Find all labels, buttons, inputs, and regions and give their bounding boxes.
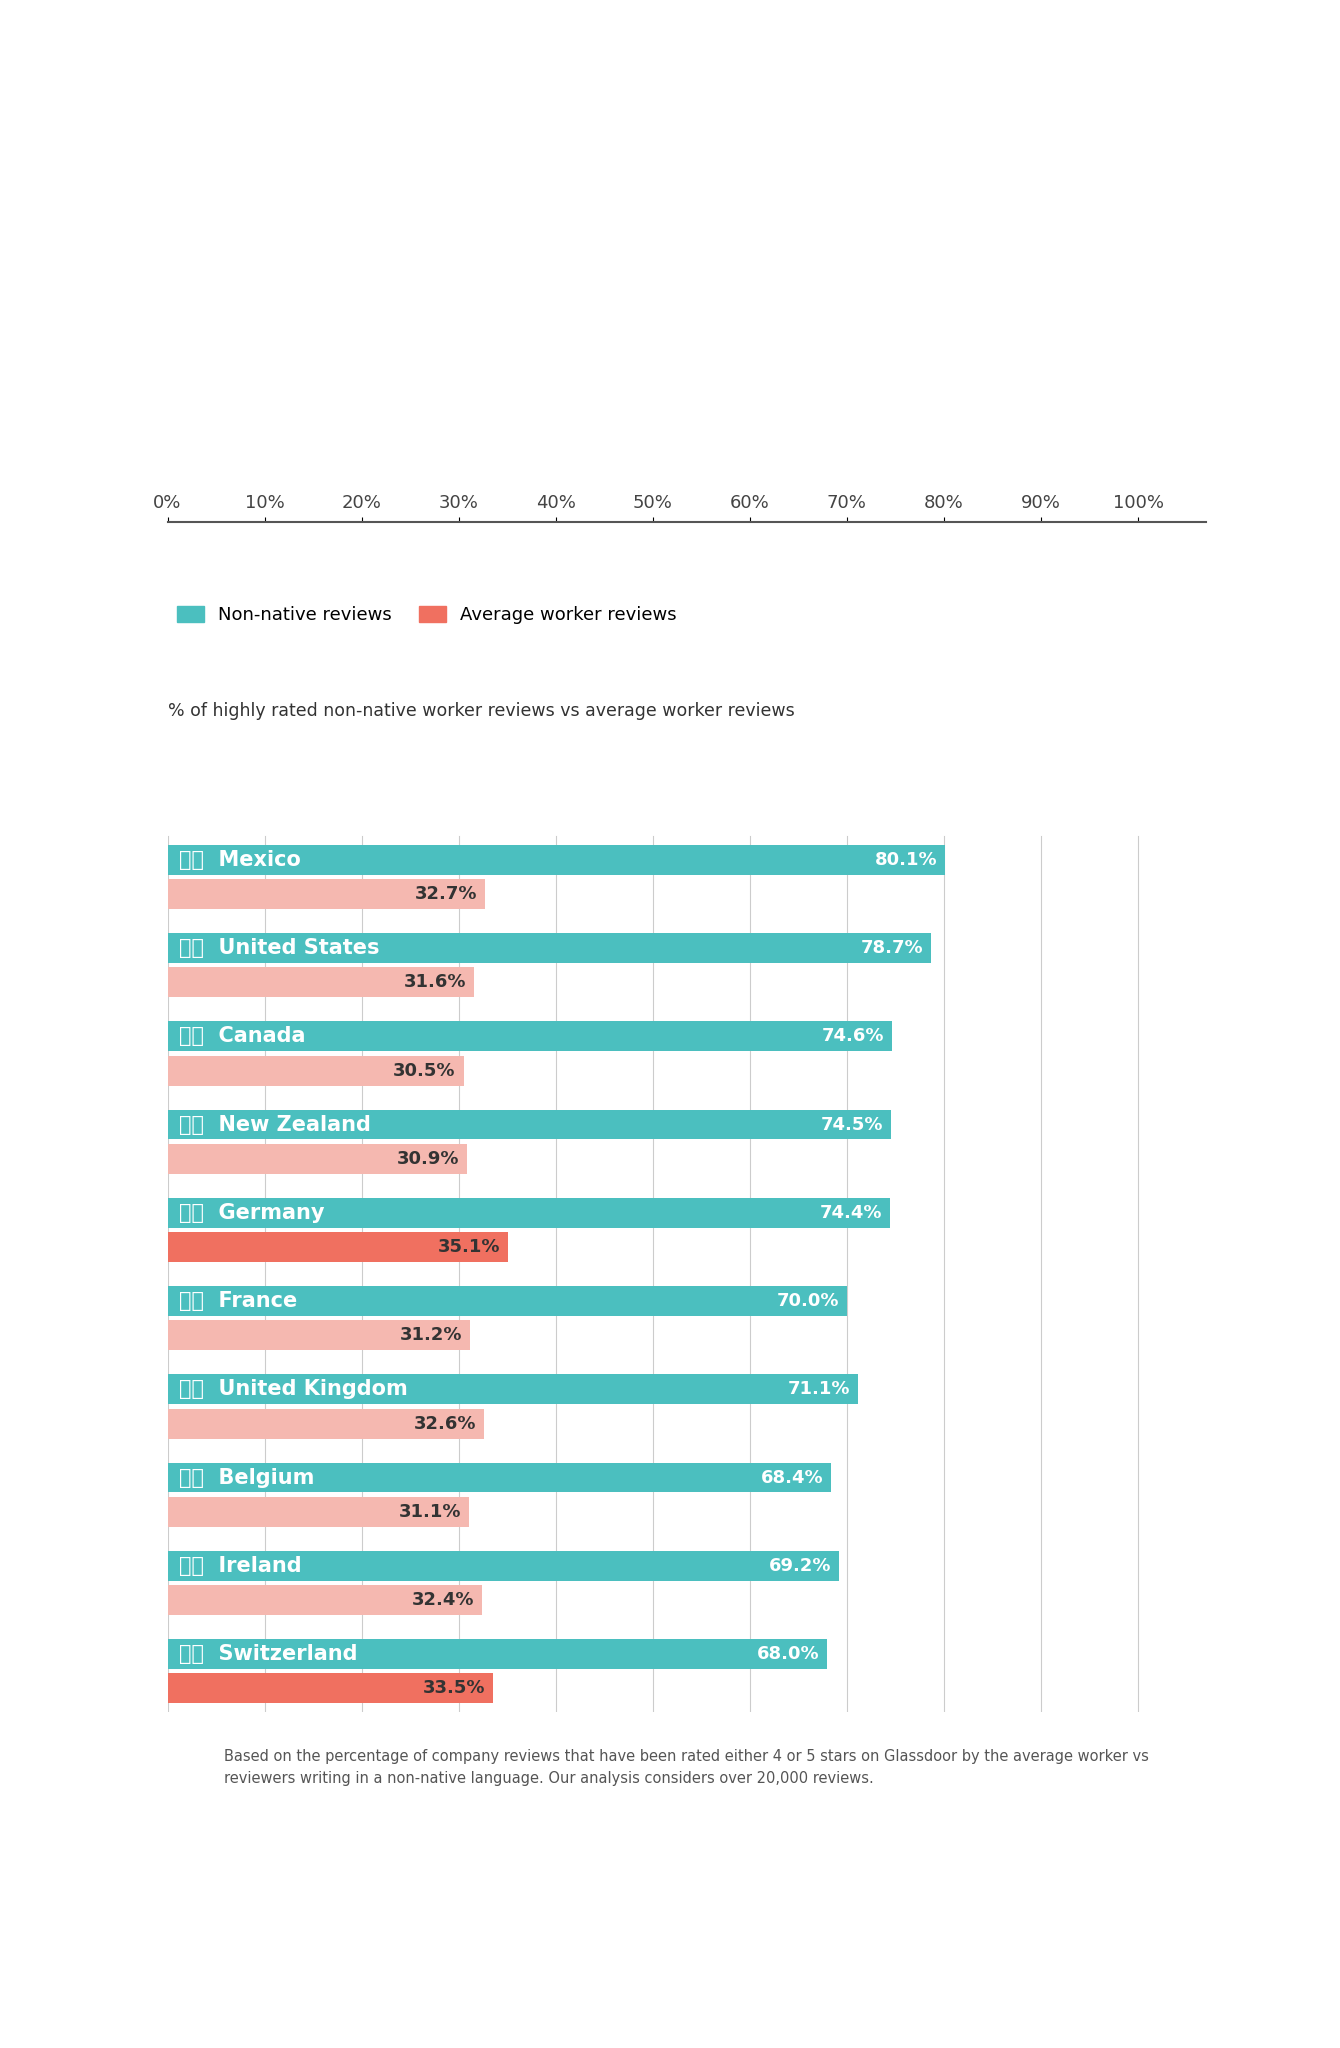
- Text: 68.0%: 68.0%: [757, 1645, 820, 1663]
- Text: 33.5%: 33.5%: [422, 1679, 485, 1698]
- Bar: [168, 1374, 858, 1405]
- Text: 71.1%: 71.1%: [788, 1380, 850, 1399]
- Text: 🇫🇷  France: 🇫🇷 France: [180, 1290, 297, 1311]
- Text: 74.6%: 74.6%: [821, 1028, 884, 1044]
- Text: 🇮🇪  Ireland: 🇮🇪 Ireland: [180, 1556, 302, 1575]
- Text: 74.5%: 74.5%: [820, 1116, 883, 1133]
- Text: 🇨🇭  Switzerland: 🇨🇭 Switzerland: [180, 1645, 358, 1663]
- Text: % of highly rated non-native worker reviews vs average worker reviews: % of highly rated non-native worker revi…: [168, 702, 795, 721]
- Text: 🇺🇸  United States: 🇺🇸 United States: [180, 938, 379, 958]
- Bar: [168, 1673, 493, 1704]
- Bar: [168, 1022, 891, 1051]
- Text: 🇩🇪  Germany: 🇩🇪 Germany: [180, 1202, 324, 1223]
- Text: 68.4%: 68.4%: [761, 1468, 824, 1487]
- Text: 78.7%: 78.7%: [860, 940, 923, 956]
- Bar: [168, 1585, 482, 1616]
- Text: 🇲🇽  Mexico: 🇲🇽 Mexico: [180, 850, 302, 870]
- Text: 🇳🇿  New Zealand: 🇳🇿 New Zealand: [180, 1114, 371, 1135]
- Bar: [168, 1550, 839, 1581]
- Bar: [168, 879, 485, 909]
- Text: 31.6%: 31.6%: [403, 973, 466, 991]
- Bar: [168, 1145, 468, 1174]
- Text: 30.5%: 30.5%: [393, 1061, 456, 1079]
- Text: 30.9%: 30.9%: [397, 1149, 460, 1167]
- Text: 31.1%: 31.1%: [399, 1503, 461, 1522]
- Text: 35.1%: 35.1%: [438, 1239, 500, 1255]
- Bar: [168, 1198, 890, 1227]
- Text: 69.2%: 69.2%: [769, 1556, 831, 1575]
- Bar: [168, 1286, 847, 1317]
- Text: 80.1%: 80.1%: [875, 850, 937, 868]
- Bar: [168, 1055, 464, 1085]
- Bar: [168, 1462, 831, 1493]
- Text: 74.4%: 74.4%: [819, 1204, 882, 1223]
- Text: 🇬🇧  United Kingdom: 🇬🇧 United Kingdom: [180, 1378, 407, 1399]
- Text: 32.6%: 32.6%: [414, 1415, 476, 1434]
- Bar: [168, 1497, 469, 1528]
- Text: 31.2%: 31.2%: [401, 1327, 462, 1343]
- Bar: [168, 967, 474, 997]
- Bar: [168, 846, 945, 874]
- Text: 32.4%: 32.4%: [411, 1591, 474, 1610]
- Bar: [168, 934, 931, 963]
- Text: 70.0%: 70.0%: [777, 1292, 839, 1311]
- Bar: [168, 1321, 470, 1350]
- Text: 32.7%: 32.7%: [414, 885, 477, 903]
- Text: 🇧🇪  Belgium: 🇧🇪 Belgium: [180, 1468, 315, 1487]
- Legend: Non-native reviews, Average worker reviews: Non-native reviews, Average worker revie…: [177, 606, 677, 625]
- Bar: [168, 1110, 891, 1139]
- Text: 🇨🇦  Canada: 🇨🇦 Canada: [180, 1026, 306, 1047]
- Text: Based on the percentage of company reviews that have been rated either 4 or 5 st: Based on the percentage of company revie…: [224, 1749, 1150, 1786]
- Bar: [168, 1638, 828, 1669]
- Bar: [168, 1409, 484, 1438]
- Bar: [168, 1233, 508, 1262]
- Text: Where does worker satisfaction differ the
most between the average worker and no: Where does worker satisfaction differ th…: [119, 295, 1254, 461]
